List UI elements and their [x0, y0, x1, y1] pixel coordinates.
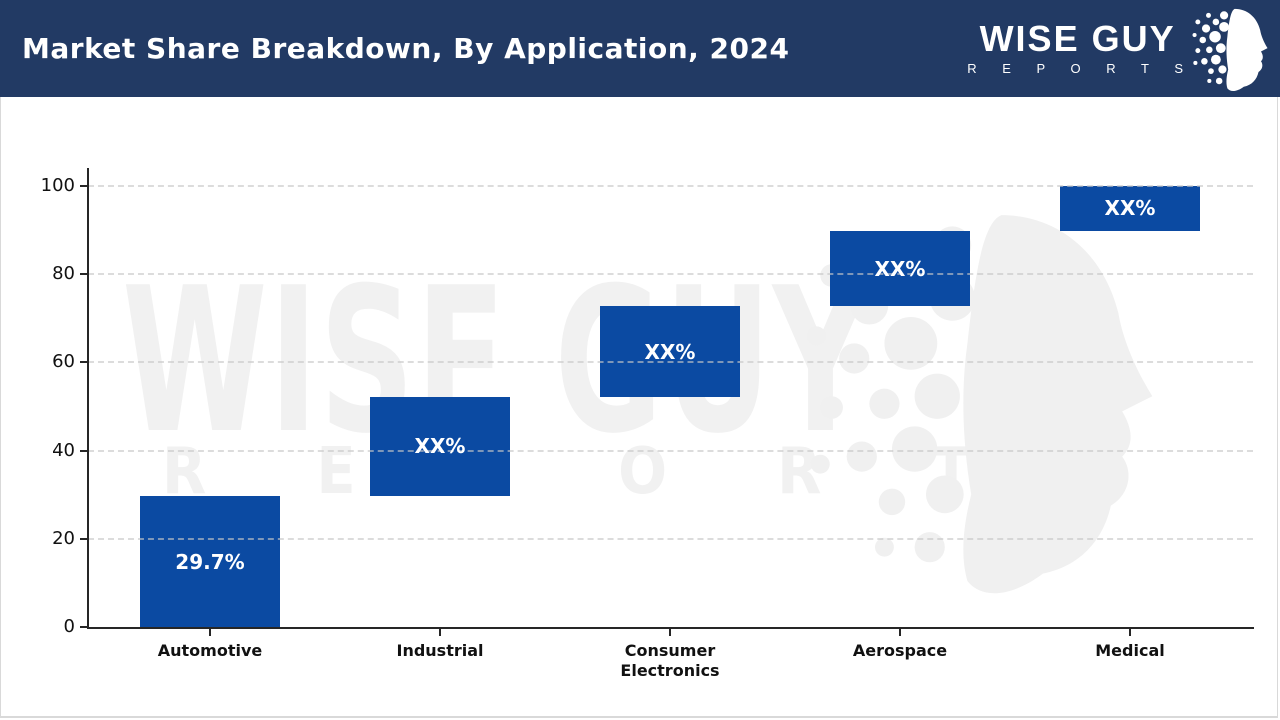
bar-automotive	[140, 496, 280, 627]
x-tick-mark	[899, 629, 901, 636]
bar-value-label: 29.7%	[175, 549, 245, 574]
y-tick-label: 80	[52, 263, 75, 285]
page-title: Market Share Breakdown, By Application, …	[22, 32, 790, 65]
y-tick-mark	[80, 361, 87, 364]
brand-logo-text: WISE GUY R E P O R T S	[961, 18, 1194, 77]
y-tick-label: 40	[52, 439, 75, 461]
bar-value-label: XX%	[644, 339, 696, 364]
bar-consumer-electronics	[600, 306, 740, 397]
y-axis	[87, 168, 89, 629]
x-category-label: Automotive	[157, 641, 263, 660]
x-tick-mark	[209, 629, 211, 636]
gridline-100	[88, 185, 1253, 187]
x-tick-mark	[439, 629, 441, 636]
brand-subtitle: R E P O R T S	[967, 61, 1194, 76]
brand-name: WISE GUY	[979, 18, 1176, 59]
x-axis	[87, 627, 1254, 629]
y-tick-label: 20	[52, 527, 75, 549]
y-tick-label: 100	[40, 175, 75, 196]
gridline-40	[88, 449, 1253, 452]
x-category-label: Medical	[1095, 641, 1165, 660]
bar-value-label: XX%	[414, 434, 466, 459]
bar-aerospace	[830, 230, 970, 307]
y-tick-mark	[80, 273, 87, 276]
y-tick-label: 60	[52, 351, 75, 373]
bar-value-label: XX%	[1104, 196, 1156, 221]
gridline-60	[88, 361, 1253, 364]
bar-industrial	[370, 396, 510, 497]
x-category-label: Industrial	[396, 641, 484, 660]
x-tick-mark	[669, 629, 671, 636]
bar-medical	[1060, 186, 1200, 231]
y-tick-mark	[80, 185, 87, 187]
brand-logo: WISE GUY R E P O R T S	[961, 5, 1280, 93]
x-category-label: Aerospace	[852, 641, 948, 660]
y-tick-mark	[80, 449, 87, 452]
gridline-80	[88, 273, 1253, 276]
y-tick-label: 0	[63, 616, 75, 637]
x-category-label: Consumer Electronics	[620, 641, 720, 680]
header-bar: Market Share Breakdown, By Application, …	[0, 0, 1280, 97]
gridline-20	[88, 537, 1253, 540]
y-tick-mark	[80, 537, 87, 540]
y-tick-mark	[80, 626, 87, 628]
bar-value-label: XX%	[874, 256, 926, 281]
x-tick-mark	[1129, 629, 1131, 636]
